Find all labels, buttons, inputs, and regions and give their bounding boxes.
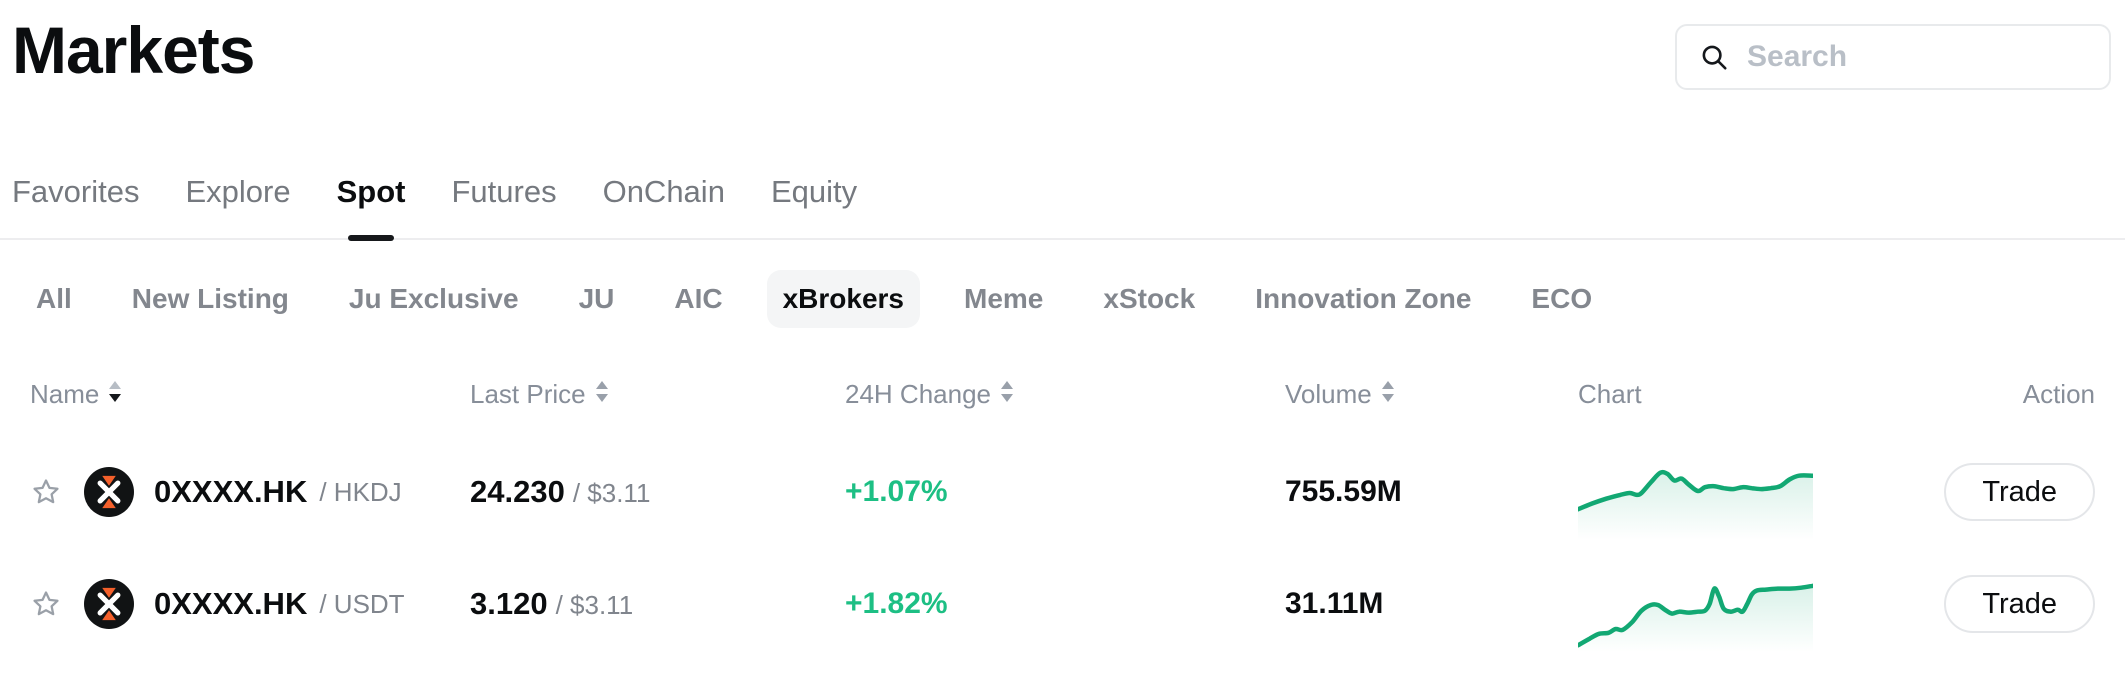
filter-pill-eco[interactable]: ECO xyxy=(1515,270,1608,328)
column-label: Name xyxy=(30,378,100,409)
main-tabs: Favorites Explore Spot Futures OnChain Equity xyxy=(0,174,2125,241)
filter-pill-new-listing[interactable]: New Listing xyxy=(116,270,305,328)
tab-label: Explore xyxy=(185,174,291,209)
column-header-24h-change[interactable]: 24H Change xyxy=(845,379,1285,410)
tab-futures[interactable]: Futures xyxy=(451,174,556,238)
column-label: Chart xyxy=(1578,378,1642,409)
tab-equity[interactable]: Equity xyxy=(771,174,857,238)
price-value: 3.120 xyxy=(470,586,548,621)
sort-icon[interactable] xyxy=(1000,379,1014,410)
column-header-volume[interactable]: Volume xyxy=(1285,379,1578,410)
tab-label: Futures xyxy=(451,174,557,209)
page-title: Markets xyxy=(12,13,255,87)
sparkline-chart xyxy=(1578,556,1838,652)
volume-cell: 755.59M xyxy=(1285,475,1578,509)
table-body: 0XXXX.HK / HKDJ 24.230/ $3.11 +1.07% 755.59M… xyxy=(30,436,2095,660)
coin-logo-icon xyxy=(84,467,134,517)
filter-pill-xbrokers[interactable]: xBrokers xyxy=(766,270,920,328)
change-value: +1.82% xyxy=(845,587,948,620)
volume-cell: 31.11M xyxy=(1285,587,1578,621)
column-label: Volume xyxy=(1285,378,1372,409)
change-cell: +1.82% xyxy=(845,587,1285,621)
search-box[interactable] xyxy=(1675,24,2111,90)
name-cell: 0XXXX.HK / USDT xyxy=(30,579,470,629)
pair-quote: / USDT xyxy=(319,588,405,619)
sort-icon[interactable] xyxy=(595,379,609,410)
volume-value: 31.11M xyxy=(1285,587,1384,620)
sparkline-chart xyxy=(1578,444,1838,540)
favorite-star-icon[interactable] xyxy=(30,476,62,508)
filter-pill-ju[interactable]: JU xyxy=(563,270,631,328)
tab-label: Favorites xyxy=(12,174,140,209)
search-input[interactable] xyxy=(1745,39,2087,75)
change-cell: +1.07% xyxy=(845,475,1285,509)
action-cell: Trade xyxy=(1838,575,2095,633)
price-usd-value: / $3.11 xyxy=(555,590,634,620)
pair-symbol: 0XXXX.HK xyxy=(154,586,308,621)
markets-table: Name Last Price 24H Change Volume Chart Actio… xyxy=(0,374,2125,660)
tab-label: Equity xyxy=(770,174,858,209)
filter-pills: All New Listing Ju Exclusive JU AIC xBrokers M… xyxy=(0,270,2125,328)
coin-logo-icon xyxy=(84,579,134,629)
page-header: Markets xyxy=(0,0,2125,90)
tab-label: OnChain xyxy=(602,174,725,209)
table-header-row: Name Last Price 24H Change Volume Chart Actio… xyxy=(30,374,2095,414)
search-icon xyxy=(1699,42,1729,72)
column-header-last-price[interactable]: Last Price xyxy=(470,379,845,410)
action-cell: Trade xyxy=(1838,463,2095,521)
last-price-cell: 24.230/ $3.11 xyxy=(470,474,845,510)
column-header-action: Action xyxy=(1838,379,2095,410)
volume-value: 755.59M xyxy=(1285,475,1402,508)
market-row[interactable]: 0XXXX.HK / HKDJ 24.230/ $3.11 +1.07% 755.59M… xyxy=(30,436,2095,548)
pair-symbol: 0XXXX.HK xyxy=(154,474,308,509)
column-header-name[interactable]: Name xyxy=(30,379,470,410)
tab-spot[interactable]: Spot xyxy=(336,174,406,241)
column-header-chart: Chart xyxy=(1578,379,1838,410)
price-usd-value: / $3.11 xyxy=(572,478,651,508)
tab-explore[interactable]: Explore xyxy=(185,174,290,238)
price-value: 24.230 xyxy=(470,474,565,509)
change-value: +1.07% xyxy=(845,475,948,508)
trade-button[interactable]: Trade xyxy=(1944,463,2095,521)
filter-pill-meme[interactable]: Meme xyxy=(948,270,1059,328)
filter-pill-all[interactable]: All xyxy=(20,270,88,328)
market-row[interactable]: 0XXXX.HK / USDT 3.120/ $3.11 +1.82% 31.11M T… xyxy=(30,548,2095,660)
tab-favorites[interactable]: Favorites xyxy=(12,174,139,238)
filter-pill-aic[interactable]: AIC xyxy=(658,270,738,328)
pair-quote: / HKDJ xyxy=(319,476,402,507)
column-label: Action xyxy=(2022,378,2095,409)
favorite-star-icon[interactable] xyxy=(30,588,62,620)
sort-icon[interactable] xyxy=(108,379,122,410)
trade-button[interactable]: Trade xyxy=(1944,575,2095,633)
tab-onchain[interactable]: OnChain xyxy=(603,174,725,238)
filter-pill-xstock[interactable]: xStock xyxy=(1087,270,1211,328)
tab-label: Spot xyxy=(336,174,406,209)
sort-icon[interactable] xyxy=(1381,379,1395,410)
column-label: Last Price xyxy=(470,378,586,409)
name-cell: 0XXXX.HK / HKDJ xyxy=(30,467,470,517)
filter-pill-innovation-zone[interactable]: Innovation Zone xyxy=(1239,270,1487,328)
active-tab-underline xyxy=(348,235,395,241)
column-label: 24H Change xyxy=(845,378,991,409)
last-price-cell: 3.120/ $3.11 xyxy=(470,586,845,622)
filter-pill-ju-exclusive[interactable]: Ju Exclusive xyxy=(333,270,535,328)
